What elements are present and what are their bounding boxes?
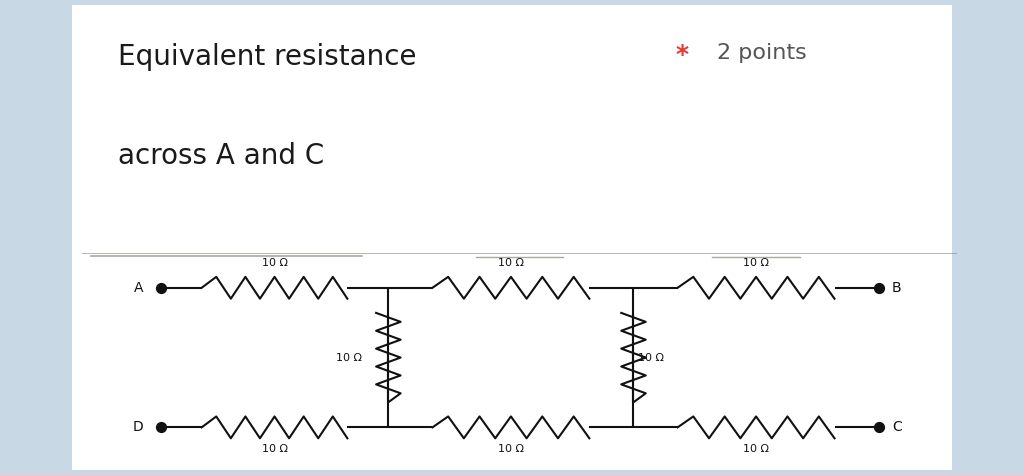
Text: *: * [676, 43, 689, 67]
Text: 10 Ω: 10 Ω [743, 258, 769, 268]
Text: 10 Ω: 10 Ω [498, 445, 524, 455]
Text: 10 Ω: 10 Ω [336, 352, 362, 362]
Text: 10 Ω: 10 Ω [261, 258, 288, 268]
Text: Equivalent resistance: Equivalent resistance [118, 43, 417, 71]
FancyBboxPatch shape [72, 5, 952, 470]
Text: C: C [892, 420, 901, 434]
Text: 2 points: 2 points [717, 43, 807, 63]
Point [870, 424, 887, 431]
Text: 10 Ω: 10 Ω [638, 352, 664, 362]
Text: D: D [132, 420, 143, 434]
Text: 10 Ω: 10 Ω [498, 258, 524, 268]
Point [870, 284, 887, 292]
Text: 10 Ω: 10 Ω [261, 445, 288, 455]
Text: B: B [892, 281, 901, 295]
Point [153, 284, 169, 292]
Text: 10 Ω: 10 Ω [743, 445, 769, 455]
Text: A: A [134, 281, 143, 295]
Text: across A and C: across A and C [118, 142, 324, 171]
Point [153, 424, 169, 431]
